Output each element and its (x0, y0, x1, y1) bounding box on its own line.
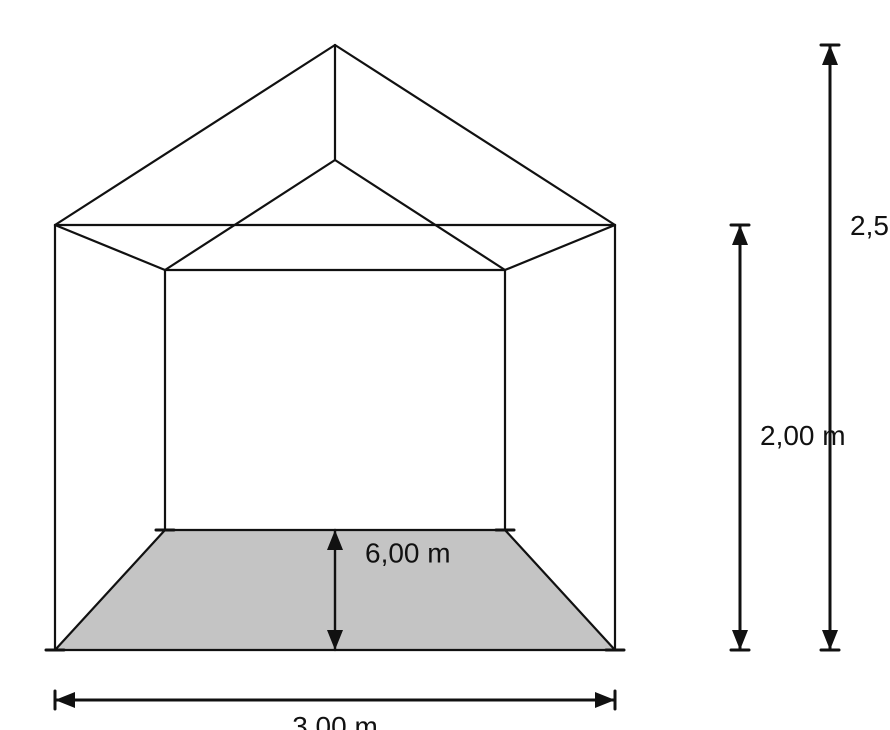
width-label: 3,00 m (292, 711, 378, 730)
total-height-label: 2,50 m (850, 210, 890, 241)
wall-height-label: 2,00 m (760, 420, 846, 451)
tent-dimension-diagram: 3,00 m 6,00 m 2,00 m 2,50 m (0, 0, 890, 730)
depth-label: 6,00 m (365, 537, 451, 568)
